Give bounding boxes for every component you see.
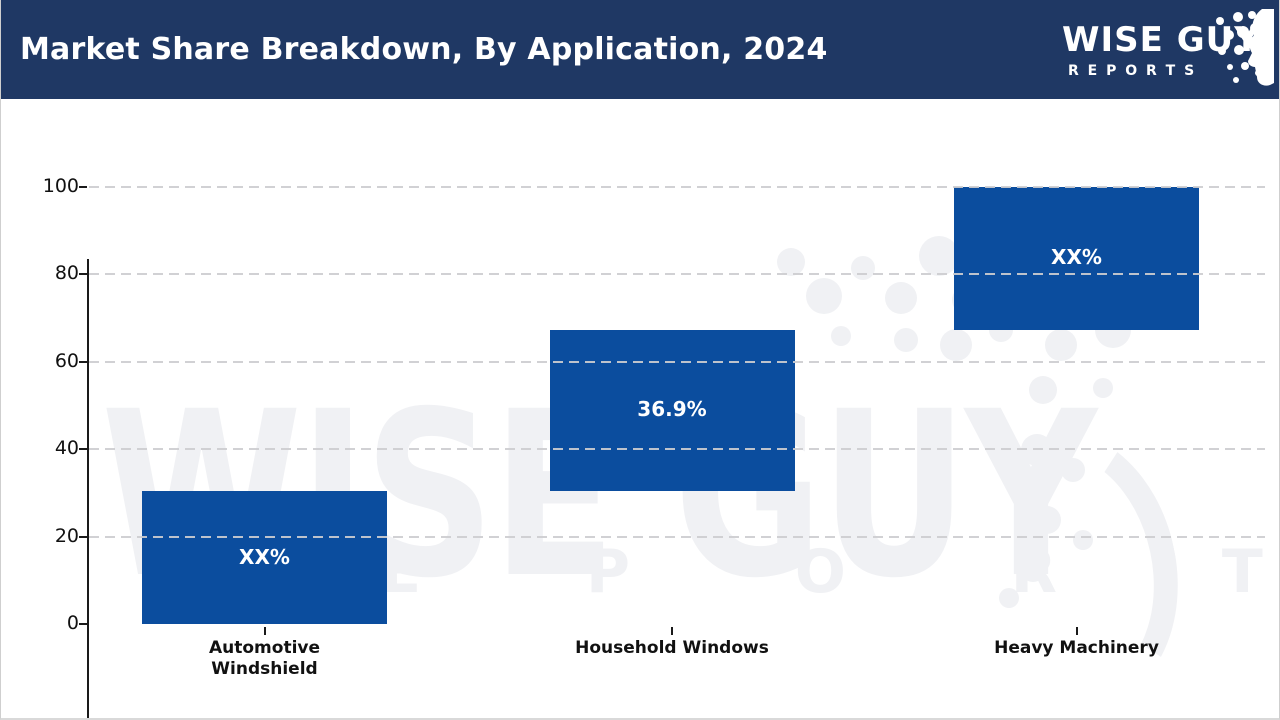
category-label-line: Automotive xyxy=(208,638,321,658)
category-label-line: Heavy Machinery xyxy=(994,638,1159,658)
gridline xyxy=(89,185,1265,188)
category-label: Heavy Machinery xyxy=(957,638,1197,659)
watermark-dot xyxy=(999,588,1019,608)
ytick-label: 40 xyxy=(54,437,79,459)
category-label-line: Windshield xyxy=(211,659,318,679)
logo-line1: WISE GUY xyxy=(1062,20,1260,60)
logo-line2: R E P O R T S xyxy=(1068,63,1196,79)
watermark-dot xyxy=(940,329,972,361)
category-label: Automotive Windshield xyxy=(145,638,385,680)
watermark-dot xyxy=(777,248,805,276)
brand-logo: WISE GUY R E P O R T S xyxy=(1024,5,1274,95)
bar-value-label: XX% xyxy=(239,544,290,569)
watermark-dot xyxy=(885,282,917,314)
bar xyxy=(142,491,387,624)
category-label-line: Household Windows xyxy=(575,638,769,658)
watermark-dot xyxy=(1093,378,1113,398)
watermark-dot xyxy=(1045,329,1077,361)
bar-value-label: 36.9% xyxy=(637,397,707,422)
ytick-label: 80 xyxy=(54,262,79,284)
watermark-dot xyxy=(1073,530,1093,550)
y-axis-line xyxy=(87,259,89,718)
watermark-dot xyxy=(1021,434,1053,466)
watermark-face-icon xyxy=(939,410,1203,718)
xtick-mark xyxy=(263,627,266,635)
ytick-mark xyxy=(79,185,87,188)
wise-guy-logo-icon: WISE GUY R E P O R T S xyxy=(1062,8,1274,86)
ytick-mark xyxy=(79,360,87,363)
watermark-dot xyxy=(831,326,851,346)
gridline xyxy=(89,448,1265,450)
logo-face-icon xyxy=(1216,8,1274,86)
gridline xyxy=(89,273,1265,275)
watermark-dot xyxy=(919,236,959,276)
bar xyxy=(954,186,1199,330)
ytick-mark xyxy=(79,535,87,538)
watermark-dot xyxy=(1029,376,1057,404)
bar-value-label: XX% xyxy=(1051,245,1102,270)
xtick-mark xyxy=(671,627,673,635)
bar xyxy=(549,329,795,491)
ytick-mark xyxy=(79,623,87,625)
header-bar: Market Share Breakdown, By Application, … xyxy=(1,0,1279,99)
ytick-label: 60 xyxy=(54,349,79,372)
watermark-dot xyxy=(851,256,875,280)
ytick-mark xyxy=(79,273,87,275)
watermark-dot xyxy=(1033,506,1061,534)
watermark-dot xyxy=(1021,558,1045,582)
category-label: Household Windows xyxy=(552,638,792,659)
watermark-dot xyxy=(806,278,842,314)
gridline xyxy=(89,535,1265,538)
watermark-dot xyxy=(1061,458,1085,482)
gridline xyxy=(89,360,1265,363)
ytick-label: 0 xyxy=(66,612,79,634)
page-title: Market Share Breakdown, By Application, … xyxy=(20,32,828,67)
watermark-dot xyxy=(1065,408,1089,432)
watermark-dot xyxy=(894,328,918,352)
ytick-mark xyxy=(79,448,87,450)
ytick-label: 20 xyxy=(54,524,79,547)
xtick-mark xyxy=(1075,627,1078,635)
ytick-label: 100 xyxy=(42,174,79,197)
